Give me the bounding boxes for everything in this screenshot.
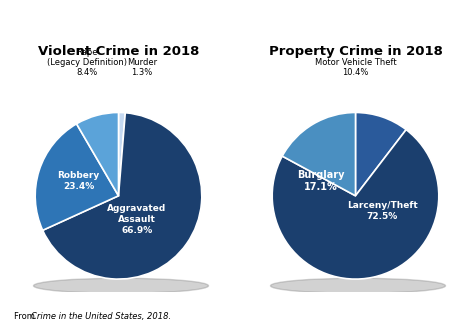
Text: Property Crime in 2018: Property Crime in 2018	[269, 45, 442, 58]
Text: Murder
1.3%: Murder 1.3%	[127, 58, 157, 77]
Text: Larceny/Theft
72.5%: Larceny/Theft 72.5%	[347, 201, 418, 221]
Text: Motor Vehicle Theft
10.4%: Motor Vehicle Theft 10.4%	[315, 58, 396, 77]
Wedge shape	[356, 112, 406, 196]
Text: Rape
(Legacy Definition)
8.4%: Rape (Legacy Definition) 8.4%	[47, 48, 127, 77]
Text: Crime in the United States, 2018.: Crime in the United States, 2018.	[31, 312, 171, 321]
Wedge shape	[282, 112, 356, 196]
Wedge shape	[118, 112, 125, 196]
Wedge shape	[35, 124, 118, 230]
Wedge shape	[43, 113, 202, 279]
Text: Violent Crime in 2018: Violent Crime in 2018	[38, 45, 199, 58]
Wedge shape	[272, 130, 439, 279]
Text: Robbery
23.4%: Robbery 23.4%	[57, 171, 100, 191]
Wedge shape	[76, 112, 118, 196]
Text: From: From	[14, 312, 38, 321]
Ellipse shape	[34, 278, 209, 293]
Text: Aggravated
Assault
66.9%: Aggravated Assault 66.9%	[107, 203, 166, 235]
Text: Burglary
17.1%: Burglary 17.1%	[297, 169, 344, 192]
Ellipse shape	[271, 278, 446, 293]
